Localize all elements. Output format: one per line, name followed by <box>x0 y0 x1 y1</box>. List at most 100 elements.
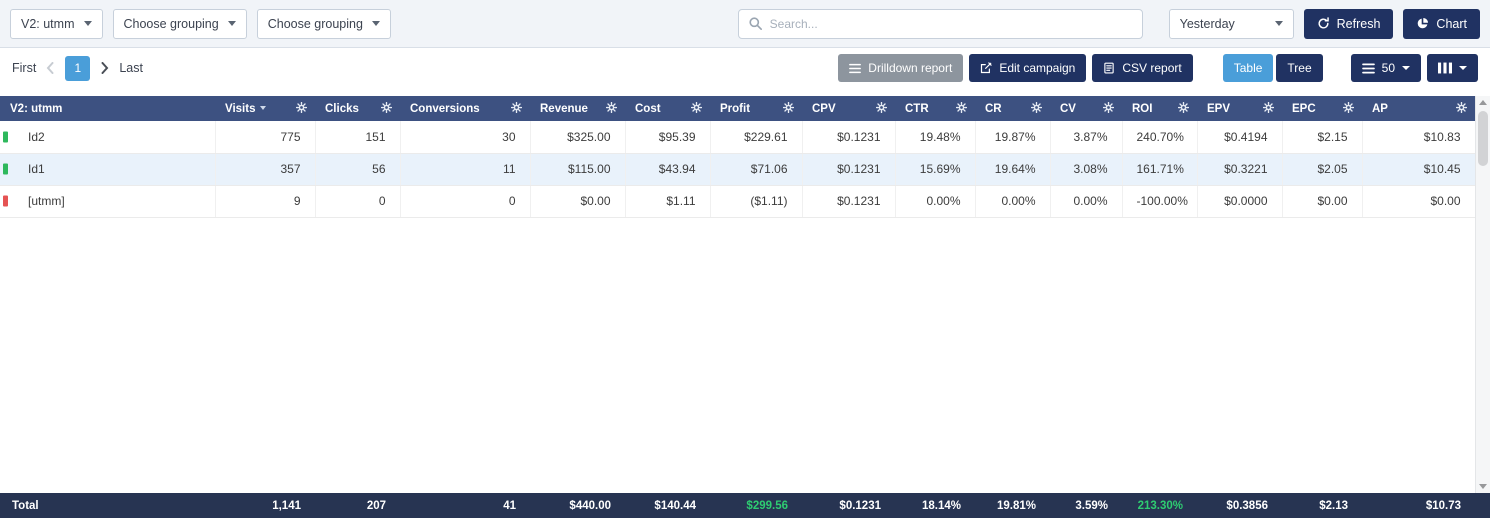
row-name-cell[interactable]: Id2 <box>0 121 216 154</box>
refresh-button-label: Refresh <box>1336 16 1381 31</box>
edit-campaign-button[interactable]: Edit campaign <box>969 54 1087 82</box>
column-header-ap[interactable]: AP <box>1362 96 1475 121</box>
csv-report-button[interactable]: CSV report <box>1092 54 1193 82</box>
total-cell: $0.3856 <box>1226 499 1268 512</box>
table-cell: 775 <box>215 121 316 154</box>
total-cell: $10.73 <box>1425 499 1461 512</box>
columns-button[interactable] <box>1427 54 1478 82</box>
scrollbar-thumb[interactable] <box>1478 111 1488 166</box>
column-settings-icon[interactable] <box>1030 101 1043 116</box>
column-settings-icon[interactable] <box>875 101 888 116</box>
table-cell: 56 <box>315 153 401 186</box>
table-cell: $115.00 <box>530 153 626 186</box>
column-settings-icon[interactable] <box>782 101 795 116</box>
table-cell: ($1.11) <box>710 185 803 218</box>
table-cell: $71.06 <box>710 153 803 186</box>
column-settings-icon[interactable] <box>955 101 968 116</box>
column-header-visits[interactable]: Visits <box>215 96 315 121</box>
prev-page-icon[interactable] <box>46 62 55 74</box>
row-name-cell[interactable]: Id1 <box>0 153 216 186</box>
status-indicator <box>3 131 8 143</box>
column-settings-icon[interactable] <box>690 101 703 116</box>
table-cell: 0.00% <box>1050 185 1123 218</box>
chevron-down-icon <box>1274 21 1283 26</box>
next-page-icon[interactable] <box>100 62 109 74</box>
column-header-label: CTR <box>905 102 929 115</box>
chart-button[interactable]: Chart <box>1403 8 1480 39</box>
column-header-conversions[interactable]: Conversions <box>400 96 530 121</box>
column-header-revenue[interactable]: Revenue <box>530 96 625 121</box>
column-header-cost[interactable]: Cost <box>625 96 710 121</box>
scroll-down-icon[interactable] <box>1479 484 1487 489</box>
scroll-up-icon[interactable] <box>1479 100 1487 105</box>
report-table: V2: utmm Visits Clicks Conversions Revenue Co… <box>0 96 1476 218</box>
column-header-profit[interactable]: Profit <box>710 96 802 121</box>
column-header-cr[interactable]: CR <box>975 96 1050 121</box>
column-settings-icon[interactable] <box>510 101 523 116</box>
tree-view-toggle[interactable]: Tree <box>1276 54 1323 82</box>
first-page-link[interactable]: First <box>12 61 37 75</box>
drilldown-report-button[interactable]: Drilldown report <box>838 54 964 82</box>
column-header-clicks[interactable]: Clicks <box>315 96 400 121</box>
column-header-epv[interactable]: EPV <box>1197 96 1282 121</box>
column-settings-icon[interactable] <box>1342 101 1355 116</box>
table-cell: $95.39 <box>625 121 711 154</box>
chevron-down-icon <box>227 21 236 26</box>
column-header-epc[interactable]: EPC <box>1282 96 1362 121</box>
column-settings-icon[interactable] <box>295 101 308 116</box>
grouping-select-2[interactable]: Choose grouping <box>256 8 391 39</box>
status-indicator <box>3 195 8 207</box>
column-settings-icon[interactable] <box>380 101 393 116</box>
table-cell: $0.1231 <box>802 185 896 218</box>
column-header-v2-utmm[interactable]: V2: utmm <box>0 96 215 121</box>
current-page-button[interactable]: 1 <box>65 55 91 81</box>
row-name[interactable]: Id2 <box>28 129 45 144</box>
column-header-cv[interactable]: CV <box>1050 96 1122 121</box>
total-cell: 18.14% <box>921 499 961 512</box>
row-name[interactable]: [utmm] <box>28 194 65 208</box>
rows-per-page-button[interactable]: 50 <box>1350 54 1421 82</box>
vertical-scrollbar[interactable] <box>1475 96 1490 493</box>
total-cell: $0.1231 <box>839 499 881 512</box>
row-name[interactable]: Id1 <box>28 162 45 176</box>
refresh-icon <box>1317 17 1330 30</box>
edit-campaign-label: Edit campaign <box>999 61 1076 75</box>
grouping-select-1-value: Choose grouping <box>123 16 219 31</box>
date-range-select[interactable]: Yesterday <box>1168 8 1294 39</box>
table-row[interactable]: Id2 775 151 30 $325.00 $95.39 $229.61 $0.1231 19… <box>0 121 1476 154</box>
table-cell: $0.0000 <box>1197 185 1283 218</box>
table-row[interactable]: [utmm] 9 0 0 $0.00 $1.11 ($1.11) $0.1231 0.00% 0.… <box>0 185 1476 218</box>
column-settings-icon[interactable] <box>1177 101 1190 116</box>
column-header-cpv[interactable]: CPV <box>802 96 895 121</box>
table-cell: 0.00% <box>975 185 1051 218</box>
grouping-select-1[interactable]: Choose grouping <box>112 8 247 39</box>
campaign-select-value: V2: utmm <box>21 16 75 31</box>
chart-button-label: Chart <box>1436 16 1467 31</box>
table-cell: $2.05 <box>1282 153 1363 186</box>
table-cell: 240.70% <box>1122 121 1198 154</box>
column-header-roi[interactable]: ROI <box>1122 96 1197 121</box>
table-cell: $10.83 <box>1362 121 1476 154</box>
table-cell: $10.45 <box>1362 153 1476 186</box>
table-cell: 151 <box>315 121 401 154</box>
column-header-label: CPV <box>812 102 836 115</box>
refresh-button[interactable]: Refresh <box>1303 8 1394 39</box>
last-page-link[interactable]: Last <box>119 61 143 75</box>
date-range-value: Yesterday <box>1179 16 1235 31</box>
search-input[interactable] <box>769 16 1132 31</box>
column-header-ctr[interactable]: CTR <box>895 96 975 121</box>
chevron-down-icon <box>83 21 92 26</box>
tree-view-label: Tree <box>1287 61 1312 75</box>
column-settings-icon[interactable] <box>1262 101 1275 116</box>
campaign-select[interactable]: V2: utmm <box>10 8 103 39</box>
table-row[interactable]: Id1 357 56 11 $115.00 $43.94 $71.06 $0.1231 15.6… <box>0 153 1476 186</box>
total-cell: $2.13 <box>1319 499 1348 512</box>
row-name-cell[interactable]: [utmm] <box>0 185 216 218</box>
column-settings-icon[interactable] <box>605 101 618 116</box>
table-view-toggle[interactable]: Table <box>1222 54 1274 82</box>
sort-caret-icon[interactable] <box>260 106 267 111</box>
search-box[interactable] <box>737 8 1143 39</box>
column-settings-icon[interactable] <box>1455 101 1468 116</box>
column-settings-icon[interactable] <box>1102 101 1115 116</box>
column-header-label: Revenue <box>540 102 588 115</box>
